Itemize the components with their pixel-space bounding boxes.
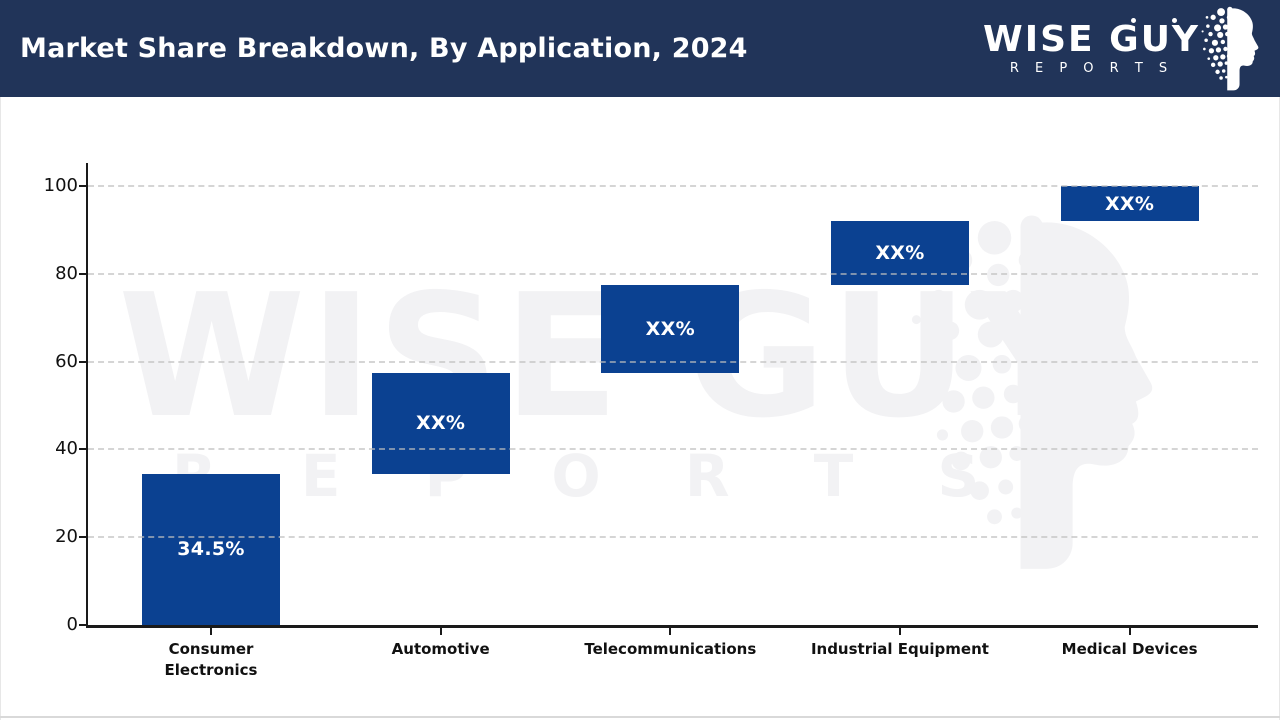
left-border (0, 97, 1, 720)
bar-value-label: XX% (416, 412, 466, 435)
x-axis-tick (210, 628, 212, 635)
x-axis-tick (1128, 628, 1131, 635)
bar: 34.5% (142, 473, 280, 625)
bar: XX% (601, 284, 740, 373)
x-axis-tick (669, 628, 672, 635)
logo-text-wiseguy: WISE GUY (982, 18, 1200, 61)
logo-text-reports: R E P O R T S (1009, 60, 1174, 76)
y-axis-tick (79, 272, 87, 275)
watermark-text-line2: R E P O R T S (172, 442, 1012, 510)
gridline (88, 185, 1258, 187)
y-axis-tick (79, 448, 87, 451)
watermark-face-icon (878, 208, 1178, 580)
x-axis-tick (439, 628, 442, 635)
y-tick-label: 60 (55, 350, 78, 372)
bar-value-label: 34.5% (177, 538, 245, 561)
y-tick-label: 20 (55, 526, 78, 548)
y-tick-label: 100 (43, 175, 78, 196)
y-tick-label: 40 (55, 438, 78, 460)
y-axis-tick (79, 185, 87, 187)
chart-title: Market Share Breakdown, By Application, … (20, 33, 748, 64)
bar: XX% (1060, 186, 1199, 222)
bar: XX% (830, 221, 969, 285)
gridline (88, 272, 1258, 275)
gridline (88, 536, 1258, 539)
y-axis-tick (79, 360, 87, 363)
gridline (88, 448, 1258, 451)
header-bar: Market Share Breakdown, By Application, … (0, 0, 1280, 97)
x-axis-label: Industrial Equipment (810, 640, 989, 658)
y-tick-label: 80 (55, 262, 78, 284)
x-axis-tick (898, 628, 901, 635)
y-axis-tick (79, 624, 87, 626)
bar-value-label: XX% (1104, 192, 1155, 215)
x-axis-spine (86, 625, 1258, 628)
bar-value-label: XX% (875, 241, 925, 264)
y-tick-label: 0 (66, 614, 78, 635)
bar: XX% (371, 372, 510, 474)
bar-value-label: XX% (645, 317, 695, 340)
y-axis-spine (86, 163, 88, 627)
gridline (88, 360, 1258, 363)
wiseguy-logo: WISE GUY R E P O R T S (983, 0, 1280, 97)
x-axis-label: Consumer Electronics (164, 640, 258, 679)
bottom-border (0, 716, 1280, 718)
logo-wordmark: WISE GUY R E P O R T S (982, 18, 1200, 76)
wiseguy-face-icon (1186, 5, 1272, 93)
x-axis-label: Automotive (391, 640, 490, 658)
x-axis-label: Medical Devices (1061, 640, 1198, 658)
y-axis-tick (79, 536, 87, 539)
x-axis-label: Telecommunications (584, 640, 757, 658)
